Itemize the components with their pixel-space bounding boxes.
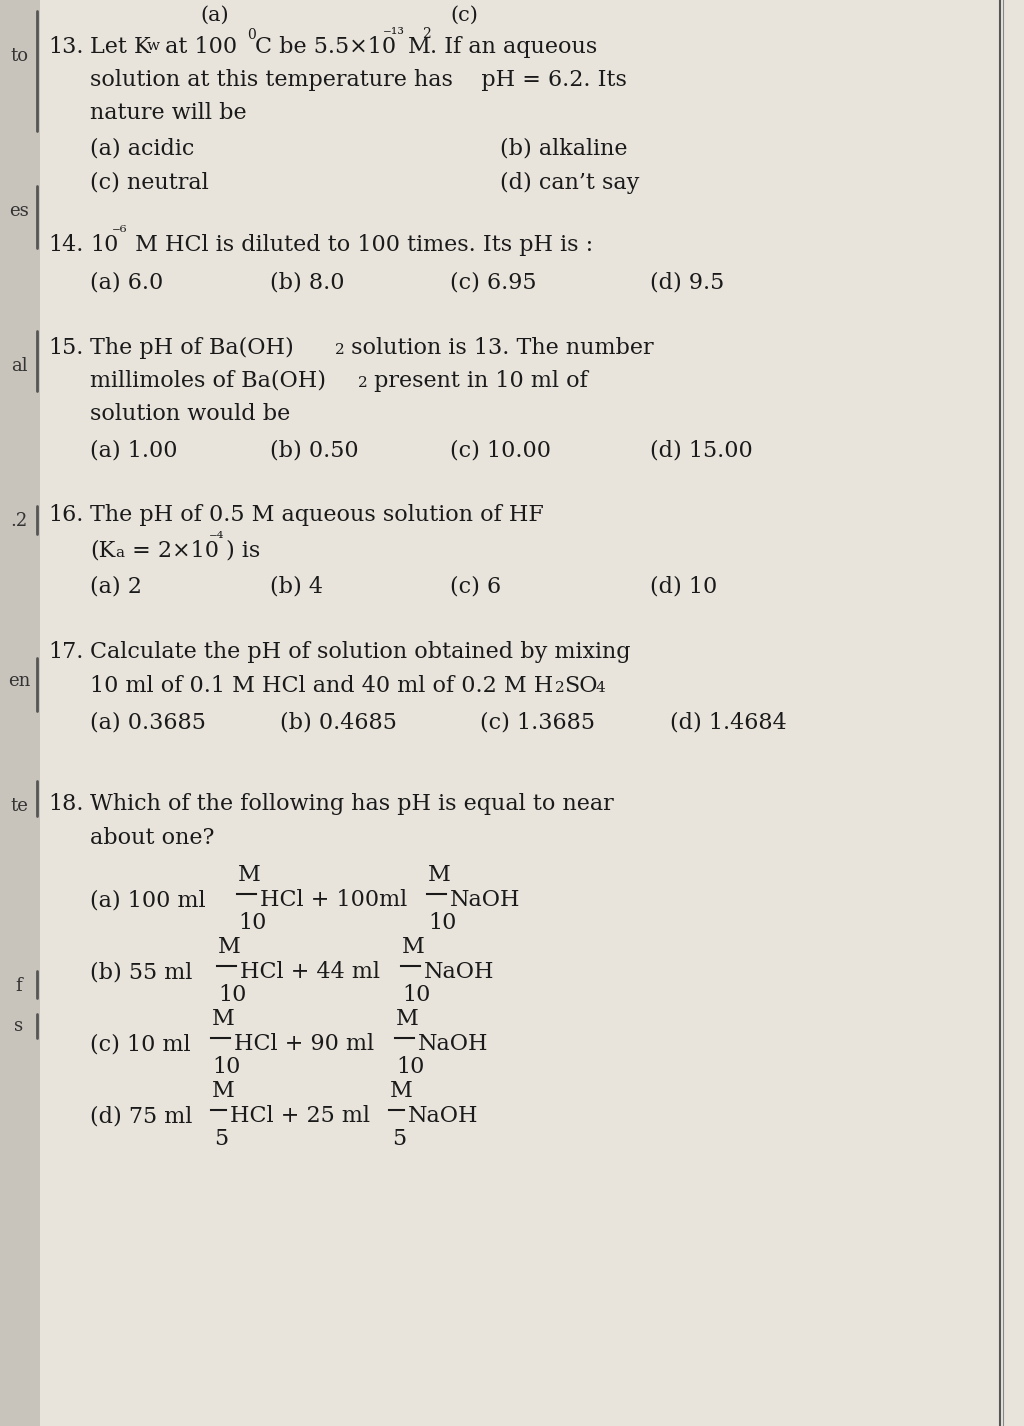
Text: al: al (10, 356, 28, 375)
Text: (b) 4: (b) 4 (270, 576, 323, 597)
Text: ⁻¹³: ⁻¹³ (383, 27, 406, 44)
Text: 4: 4 (596, 682, 606, 694)
Text: HCl + 90 ml: HCl + 90 ml (234, 1032, 374, 1055)
Text: M: M (218, 935, 241, 958)
Text: (c) neutral: (c) neutral (90, 173, 209, 194)
Text: (a) 2: (a) 2 (90, 576, 142, 597)
Text: 5: 5 (392, 1128, 407, 1149)
Text: 2: 2 (555, 682, 565, 694)
Text: present in 10 ml of: present in 10 ml of (367, 369, 588, 392)
Text: 18.: 18. (48, 793, 84, 816)
Text: es: es (9, 202, 29, 220)
Text: M: M (212, 1079, 234, 1102)
Text: HCl + 44 ml: HCl + 44 ml (240, 961, 380, 983)
Text: 10: 10 (428, 913, 457, 934)
Text: NaOH: NaOH (418, 1032, 488, 1055)
Text: 13.: 13. (48, 36, 84, 58)
Text: (d) 9.5: (d) 9.5 (650, 272, 724, 294)
Text: (K: (K (90, 540, 116, 562)
Text: 10: 10 (402, 984, 430, 1005)
Text: (a) acidic: (a) acidic (90, 138, 195, 160)
Text: M HCl is diluted to 100 times. Its pH is :: M HCl is diluted to 100 times. Its pH is… (128, 234, 593, 257)
Text: nature will be: nature will be (90, 103, 247, 124)
Text: (d) can’t say: (d) can’t say (500, 173, 639, 194)
Text: solution at this temperature has    pH = 6.2. Its: solution at this temperature has pH = 6.… (90, 68, 627, 91)
Text: 10: 10 (238, 913, 266, 934)
Text: w: w (147, 39, 160, 53)
Text: 2: 2 (422, 27, 431, 41)
Text: to: to (10, 47, 28, 66)
Text: 2: 2 (335, 344, 345, 356)
Text: 15.: 15. (48, 337, 83, 359)
Text: M: M (408, 36, 431, 58)
Text: 0: 0 (247, 29, 256, 41)
Text: SO: SO (564, 674, 597, 697)
Text: (a) 0.3685: (a) 0.3685 (90, 712, 206, 733)
Text: (b) 0.50: (b) 0.50 (270, 439, 358, 461)
Text: (b) 0.4685: (b) 0.4685 (280, 712, 397, 733)
Text: . If an aqueous: . If an aqueous (430, 36, 597, 58)
Text: (b) 8.0: (b) 8.0 (270, 272, 344, 294)
Text: NaOH: NaOH (408, 1105, 478, 1127)
Text: 10: 10 (396, 1057, 424, 1078)
Text: (c) 10.00: (c) 10.00 (450, 439, 551, 461)
Text: 14.: 14. (48, 234, 83, 257)
Text: C be 5.5×10: C be 5.5×10 (255, 36, 396, 58)
Text: ⁻⁶: ⁻⁶ (112, 225, 128, 242)
Text: a: a (115, 546, 124, 560)
Text: Calculate the pH of solution obtained by mixing: Calculate the pH of solution obtained by… (90, 642, 631, 663)
Text: M: M (428, 864, 451, 886)
Text: ⁻⁴: ⁻⁴ (209, 530, 224, 548)
Text: solution is 13. The number: solution is 13. The number (344, 337, 653, 359)
Text: M: M (396, 1008, 419, 1030)
Text: s: s (14, 1017, 24, 1035)
Text: 10: 10 (212, 1057, 241, 1078)
Bar (0, 0, 40, 1426)
Text: (b) 55 ml: (b) 55 ml (90, 961, 193, 983)
Text: 10: 10 (218, 984, 247, 1005)
Text: at 100: at 100 (158, 36, 238, 58)
Text: (a) 6.0: (a) 6.0 (90, 272, 163, 294)
Text: 16.: 16. (48, 503, 83, 526)
Text: (d) 1.4684: (d) 1.4684 (670, 712, 786, 733)
Text: (d) 10: (d) 10 (650, 576, 717, 597)
Text: The pH of 0.5 M aqueous solution of HF: The pH of 0.5 M aqueous solution of HF (90, 503, 544, 526)
Text: (d) 75 ml: (d) 75 ml (90, 1105, 193, 1127)
Text: ) is: ) is (226, 540, 260, 562)
Text: 5: 5 (214, 1128, 228, 1149)
Text: .2: .2 (10, 512, 28, 530)
Text: (a) 1.00: (a) 1.00 (90, 439, 177, 461)
Text: (c) 10 ml: (c) 10 ml (90, 1032, 190, 1055)
Text: NaOH: NaOH (450, 888, 520, 911)
Text: millimoles of Ba(OH): millimoles of Ba(OH) (90, 369, 326, 392)
Text: The pH of Ba(OH): The pH of Ba(OH) (90, 337, 294, 359)
Text: 2: 2 (358, 376, 368, 389)
Text: 10: 10 (90, 234, 119, 257)
Text: Which of the following has pH is equal to near: Which of the following has pH is equal t… (90, 793, 613, 816)
Text: about one?: about one? (90, 827, 214, 848)
Text: te: te (10, 797, 28, 816)
Text: HCl + 25 ml: HCl + 25 ml (230, 1105, 370, 1127)
Text: M: M (390, 1079, 413, 1102)
Text: (c) 6.95: (c) 6.95 (450, 272, 537, 294)
Text: en: en (8, 672, 30, 690)
Text: (c) 6: (c) 6 (450, 576, 501, 597)
Text: 10 ml of 0.1 M HCl and 40 ml of 0.2 M H: 10 ml of 0.1 M HCl and 40 ml of 0.2 M H (90, 674, 553, 697)
Text: solution would be: solution would be (90, 404, 290, 425)
Text: M: M (238, 864, 261, 886)
Text: NaOH: NaOH (424, 961, 495, 983)
Text: = 2×10: = 2×10 (125, 540, 219, 562)
Text: (c): (c) (450, 6, 478, 26)
Text: M: M (212, 1008, 234, 1030)
Text: (a) 100 ml: (a) 100 ml (90, 888, 206, 911)
Text: (c) 1.3685: (c) 1.3685 (480, 712, 595, 733)
Text: M: M (402, 935, 425, 958)
Text: Let K: Let K (90, 36, 151, 58)
Text: 17.: 17. (48, 642, 83, 663)
Text: (b) alkaline: (b) alkaline (500, 138, 628, 160)
Text: HCl + 100ml: HCl + 100ml (260, 888, 408, 911)
Text: (a): (a) (200, 6, 228, 26)
Text: f: f (15, 977, 23, 995)
Text: (d) 15.00: (d) 15.00 (650, 439, 753, 461)
